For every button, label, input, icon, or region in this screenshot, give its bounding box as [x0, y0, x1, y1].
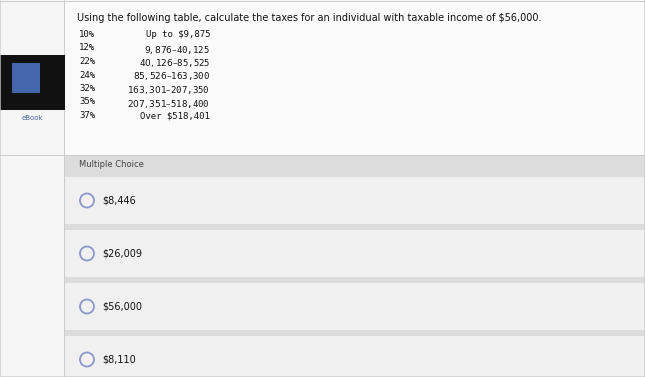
Text: Using the following table, calculate the taxes for an individual with taxable in: Using the following table, calculate the…	[77, 13, 542, 23]
Text: 37%: 37%	[79, 111, 95, 120]
FancyBboxPatch shape	[65, 277, 645, 283]
Text: $9,876–$40,125: $9,876–$40,125	[144, 43, 210, 55]
FancyBboxPatch shape	[65, 336, 645, 377]
Text: 32%: 32%	[79, 84, 95, 93]
Text: $56,000: $56,000	[102, 302, 142, 311]
Text: 35%: 35%	[79, 98, 95, 106]
Text: $163,301–$207,350: $163,301–$207,350	[127, 84, 210, 96]
Text: $207,351–$518,400: $207,351–$518,400	[127, 98, 210, 109]
FancyBboxPatch shape	[65, 0, 645, 155]
FancyBboxPatch shape	[65, 230, 645, 277]
FancyBboxPatch shape	[65, 155, 645, 177]
FancyBboxPatch shape	[65, 177, 645, 224]
Text: 1: 1	[18, 57, 47, 98]
FancyBboxPatch shape	[64, 0, 65, 155]
FancyBboxPatch shape	[65, 330, 645, 336]
FancyBboxPatch shape	[0, 0, 65, 155]
FancyBboxPatch shape	[0, 155, 645, 156]
FancyBboxPatch shape	[65, 283, 645, 330]
Text: Multiple Choice: Multiple Choice	[79, 160, 144, 169]
Text: $8,446: $8,446	[102, 196, 135, 205]
Text: $85,526–$163,300: $85,526–$163,300	[133, 70, 210, 83]
Text: 12%: 12%	[79, 43, 95, 52]
FancyBboxPatch shape	[0, 1, 645, 2]
Text: 10%: 10%	[79, 30, 95, 39]
FancyBboxPatch shape	[12, 63, 40, 93]
FancyBboxPatch shape	[65, 224, 645, 230]
Text: Over $518,401: Over $518,401	[140, 111, 210, 120]
Text: 22%: 22%	[79, 57, 95, 66]
FancyBboxPatch shape	[0, 55, 65, 110]
Text: Up to $9,875: Up to $9,875	[146, 30, 210, 39]
Text: eBook: eBook	[22, 115, 43, 121]
Text: $8,110: $8,110	[102, 354, 135, 365]
FancyBboxPatch shape	[0, 155, 65, 377]
Text: $40,126–$85,525: $40,126–$85,525	[139, 57, 210, 69]
Text: 24%: 24%	[79, 70, 95, 80]
FancyBboxPatch shape	[65, 177, 645, 377]
FancyBboxPatch shape	[64, 155, 65, 377]
Text: $26,009: $26,009	[102, 248, 142, 259]
